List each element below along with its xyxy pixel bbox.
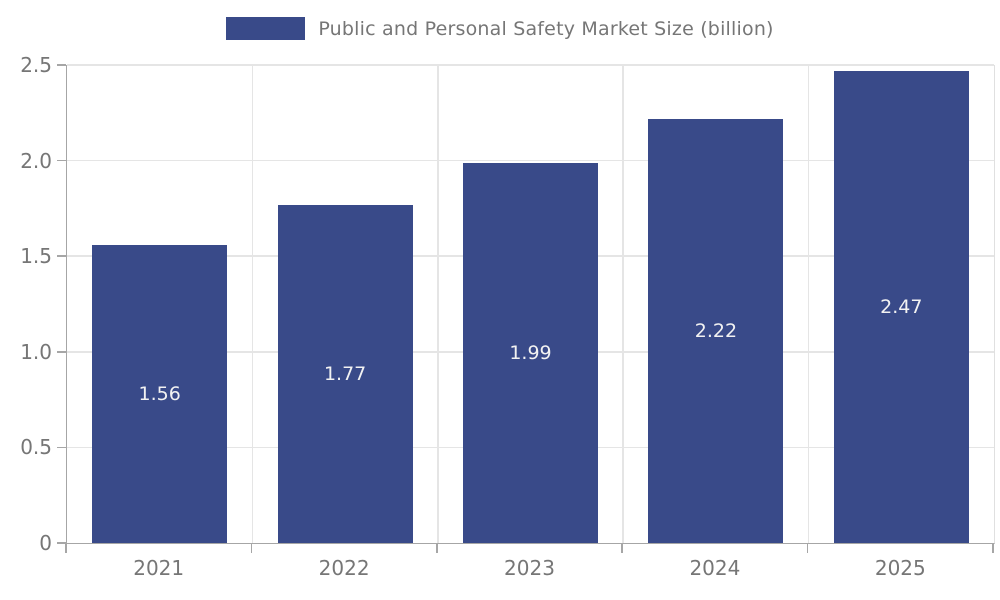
x-tick-mark	[436, 543, 438, 553]
y-tick-label: 2.0	[20, 148, 52, 173]
bar-value-label: 1.77	[323, 362, 367, 385]
x-tick-label: 2023	[504, 556, 555, 580]
y-tick-mark	[57, 255, 66, 257]
gridline-horizontal	[67, 64, 994, 66]
bar-value-label: 1.56	[138, 382, 181, 405]
legend-label: Public and Personal Safety Market Size (…	[318, 17, 774, 40]
chart-legend: Public and Personal Safety Market Size (…	[0, 17, 1000, 40]
gridline-horizontal	[67, 159, 994, 162]
gridline-vertical	[251, 65, 254, 543]
bar-2023	[463, 162, 598, 543]
bar-2025	[833, 70, 969, 543]
x-tick-mark	[806, 543, 809, 553]
bar-2024	[648, 118, 784, 543]
y-tick-label: 2.5	[20, 53, 52, 77]
x-tick-mark	[65, 543, 67, 553]
legend-swatch	[226, 17, 306, 40]
x-tick-mark	[250, 543, 253, 553]
gridline-vertical	[437, 65, 439, 543]
x-tick-label: 2021	[133, 556, 185, 580]
x-tick-label: 2024	[689, 556, 741, 580]
y-tick-label: 0.5	[20, 435, 52, 460]
bar-value-label: 2.47	[880, 295, 923, 318]
bar-value-label: 1.99	[509, 341, 552, 364]
plot-area: 1.56 1.77 1.99 2.22 2.47	[66, 64, 995, 544]
x-tick-mark	[992, 543, 994, 553]
x-tick-mark	[621, 543, 623, 553]
x-tick-label: 2025	[874, 556, 926, 580]
y-tick-label: 0	[39, 531, 52, 555]
y-tick-mark	[57, 542, 66, 544]
bar-value-label: 2.22	[694, 319, 738, 342]
gridline-vertical	[807, 65, 810, 543]
y-tick-mark	[57, 446, 66, 449]
x-tick-label: 2022	[318, 556, 370, 580]
y-tick-mark	[57, 64, 66, 66]
y-tick-label: 1.0	[20, 339, 52, 364]
bar-2021	[92, 244, 228, 543]
y-tick-label: 1.5	[20, 244, 52, 269]
gridline-vertical	[622, 65, 624, 543]
y-tick-mark	[57, 351, 66, 353]
y-tick-mark	[57, 159, 66, 162]
bar-2022	[277, 204, 413, 543]
